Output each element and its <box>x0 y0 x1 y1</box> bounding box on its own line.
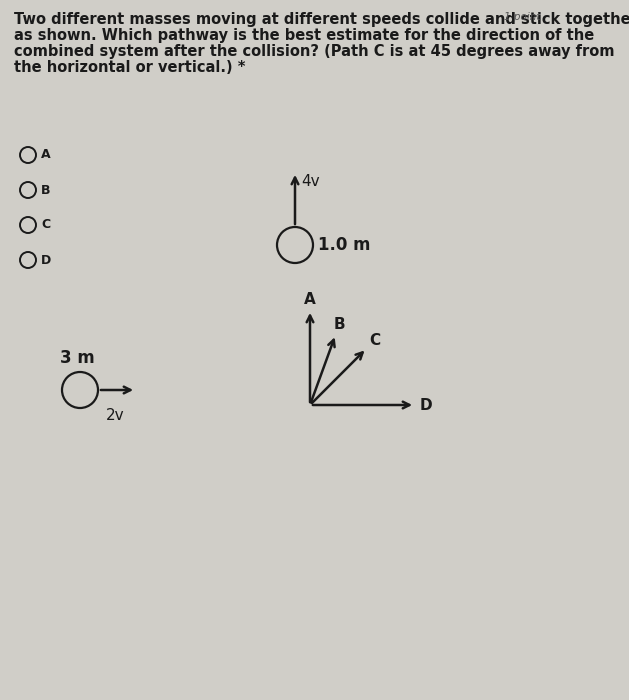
Text: B: B <box>333 316 345 332</box>
Text: Two different masses moving at different speeds collide and stick together: Two different masses moving at different… <box>14 12 629 27</box>
Text: 1.0 m: 1.0 m <box>318 236 370 254</box>
Text: 1 point: 1 point <box>504 12 540 22</box>
Text: 3 m: 3 m <box>60 349 95 367</box>
Text: C: C <box>369 333 380 348</box>
Text: B: B <box>41 183 50 197</box>
Text: as shown. Which pathway is the best estimate for the direction of the: as shown. Which pathway is the best esti… <box>14 28 594 43</box>
Text: D: D <box>41 253 51 267</box>
Text: 4v: 4v <box>301 174 320 190</box>
Text: A: A <box>41 148 50 162</box>
Text: combined system after the collision? (Path C is at 45 degrees away from: combined system after the collision? (Pa… <box>14 44 615 59</box>
Text: 2v: 2v <box>106 408 125 423</box>
Text: D: D <box>420 398 432 412</box>
Text: C: C <box>41 218 50 232</box>
Text: the horizontal or vertical.) *: the horizontal or vertical.) * <box>14 60 245 75</box>
Text: A: A <box>304 291 316 307</box>
